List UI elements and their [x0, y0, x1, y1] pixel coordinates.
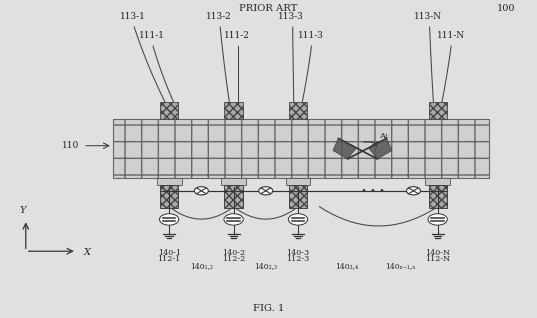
Text: 112-N: 112-N — [425, 255, 450, 263]
Text: 112-2: 112-2 — [222, 255, 245, 263]
Polygon shape — [369, 138, 392, 159]
Text: 113-3: 113-3 — [278, 12, 304, 21]
Bar — [160, 185, 178, 208]
Text: 140-1: 140-1 — [157, 249, 181, 257]
Text: 112-3: 112-3 — [286, 255, 310, 263]
Text: PRIOR ART: PRIOR ART — [240, 4, 297, 13]
Text: 140-N: 140-N — [425, 249, 450, 257]
Bar — [429, 102, 447, 119]
Text: 140-2: 140-2 — [222, 249, 245, 257]
Text: Y: Y — [20, 206, 26, 215]
Circle shape — [159, 214, 179, 225]
Bar — [429, 185, 447, 208]
Circle shape — [224, 214, 243, 225]
Bar — [160, 102, 178, 119]
Text: 113-2: 113-2 — [206, 12, 231, 21]
Bar — [224, 185, 243, 208]
Text: 140₁,₂: 140₁,₂ — [190, 262, 213, 270]
Polygon shape — [333, 138, 356, 159]
Circle shape — [259, 187, 273, 195]
Bar — [224, 102, 243, 119]
Circle shape — [428, 214, 447, 225]
Text: FIG. 1: FIG. 1 — [253, 304, 284, 313]
Bar — [289, 102, 307, 119]
Bar — [286, 178, 310, 185]
Text: 140₃,₄: 140₃,₄ — [335, 262, 358, 270]
Text: X: X — [84, 248, 91, 257]
Text: 112-1: 112-1 — [157, 255, 181, 263]
Text: 111-3: 111-3 — [298, 31, 324, 40]
Text: 100: 100 — [497, 4, 516, 13]
Text: 140₂,₃: 140₂,₃ — [255, 262, 277, 270]
Text: • • •: • • • — [361, 186, 385, 196]
Text: 111-1: 111-1 — [139, 31, 165, 40]
Text: 140-3: 140-3 — [286, 249, 310, 257]
Circle shape — [407, 187, 420, 195]
Text: 111-2: 111-2 — [224, 31, 250, 40]
Text: 111-N: 111-N — [437, 31, 465, 40]
Circle shape — [194, 187, 208, 195]
Text: 140ₙ₋₁,ₙ: 140ₙ₋₁,ₙ — [385, 262, 415, 270]
Bar — [157, 178, 182, 185]
Bar — [113, 119, 489, 178]
Bar — [425, 178, 450, 185]
Text: 113-N: 113-N — [414, 12, 442, 21]
Text: A₁: A₁ — [379, 132, 388, 140]
Text: 110: 110 — [62, 141, 79, 150]
Bar — [289, 185, 307, 208]
Text: 113-1: 113-1 — [120, 12, 146, 21]
Circle shape — [288, 214, 308, 225]
Bar — [221, 178, 246, 185]
